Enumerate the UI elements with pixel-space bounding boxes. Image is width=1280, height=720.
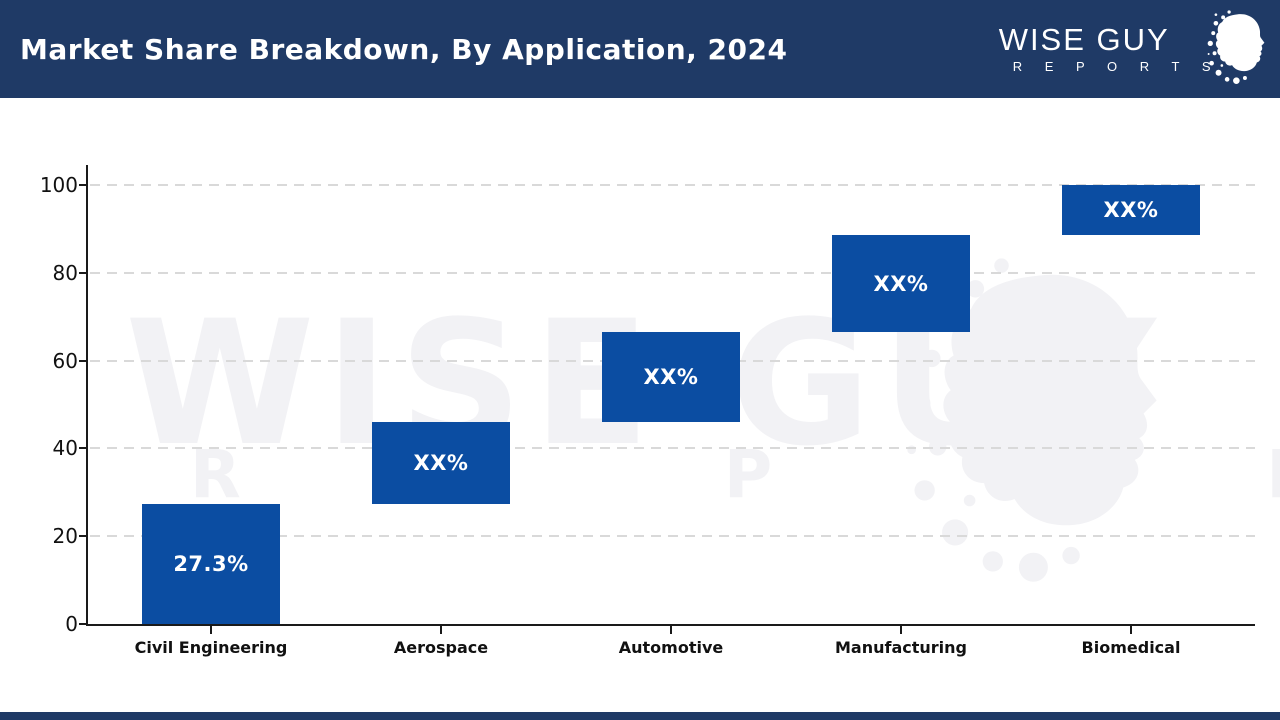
y-tick-80 (79, 271, 88, 274)
bar-label: XX% (1103, 198, 1159, 223)
bar-automotive: XX% (602, 332, 740, 423)
x-category-label: Manufacturing (835, 638, 967, 657)
bar-label: XX% (413, 451, 469, 476)
y-axis (86, 165, 88, 626)
y-tick-label-100: 100 (39, 173, 78, 197)
gridline-80 (90, 271, 1255, 274)
bar-label: XX% (643, 365, 699, 390)
watermark-face-icon (907, 258, 1157, 582)
y-tick-0 (79, 623, 88, 625)
x-tick-2 (670, 626, 672, 634)
x-category-label: Aerospace (393, 638, 489, 657)
y-tick-label-40: 40 (52, 436, 78, 461)
chart-area: WISE GUY R E P O R T S 02040608010027.3%… (0, 98, 1280, 712)
header: Market Share Breakdown, By Application, … (0, 0, 1280, 98)
bar-manufacturing: XX% (832, 235, 970, 333)
y-tick-label-20: 20 (52, 524, 78, 549)
x-category-label: Biomedical (1081, 638, 1181, 657)
y-tick-label-60: 60 (52, 348, 78, 373)
x-category-label: Civil Engineering (134, 638, 288, 657)
x-category-label: Automotive (618, 638, 724, 657)
x-axis (86, 624, 1255, 626)
logo-wordmark: WISE GUY (998, 22, 1170, 58)
bar-biomedical: XX% (1062, 185, 1200, 236)
logo-text: WISE GUY R E P O R T S (999, 24, 1220, 74)
x-tick-1 (440, 626, 442, 634)
bar-civil-engineering: 27.3% (142, 504, 280, 624)
y-tick-40 (79, 447, 88, 450)
gridline-20 (90, 535, 1255, 538)
y-tick-60 (79, 359, 88, 362)
footer-bar (0, 712, 1280, 720)
gridline-40 (90, 447, 1255, 450)
y-tick-label-80: 80 (52, 260, 78, 285)
gridline-100 (90, 184, 1255, 186)
x-tick-4 (1130, 626, 1132, 634)
bar-aerospace: XX% (372, 422, 510, 505)
y-tick-label-0: 0 (65, 612, 78, 636)
logo-face-icon (1207, 10, 1265, 84)
page-title: Market Share Breakdown, By Application, … (20, 32, 788, 66)
brand-logo: WISE GUY R E P O R T S (999, 4, 1272, 94)
y-tick-100 (79, 184, 88, 186)
x-tick-3 (900, 626, 902, 634)
bar-label: 27.3% (173, 552, 249, 577)
bar-label: XX% (873, 271, 929, 296)
y-tick-20 (79, 535, 88, 538)
x-tick-0 (210, 626, 212, 634)
logo-tagline: R E P O R T S (1012, 58, 1220, 74)
